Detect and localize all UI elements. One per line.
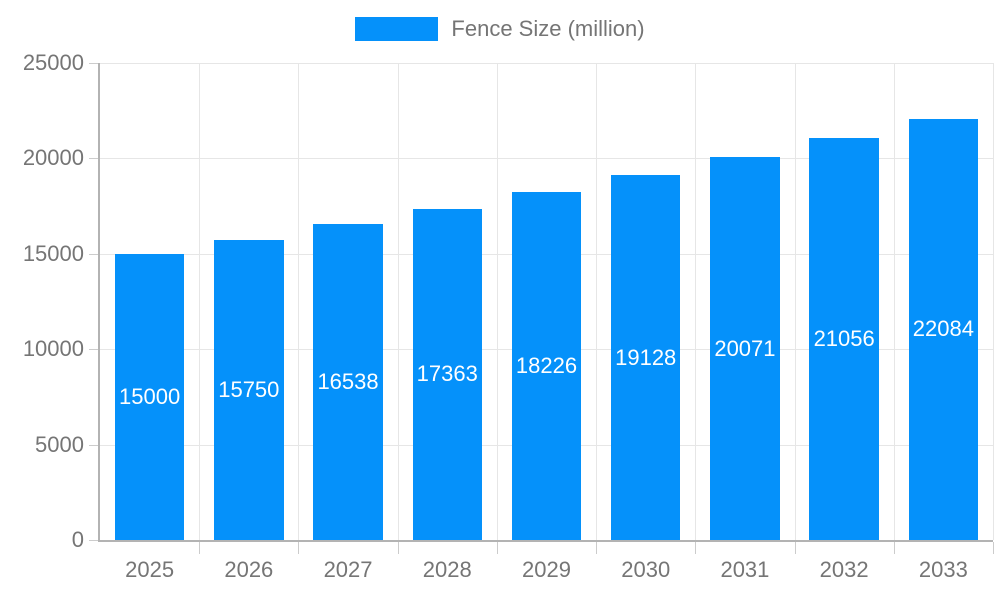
legend-swatch-icon	[355, 17, 439, 41]
x-axis-tick	[596, 542, 598, 554]
x-axis-label: 2025	[125, 557, 175, 582]
vertical-gridline	[298, 63, 300, 540]
y-axis-tick	[89, 540, 98, 541]
y-axis-label: 15000	[22, 240, 84, 266]
bar-value-label: 17363	[416, 361, 478, 387]
bar-value-label: 20071	[714, 335, 776, 361]
bar-value-label: 21056	[813, 326, 875, 352]
x-axis-tick	[496, 542, 498, 554]
x-axis-tick	[893, 542, 895, 554]
y-axis-tick	[89, 444, 98, 446]
x-axis-label: 2031	[720, 557, 770, 582]
chart-legend: Fence Size (million)	[0, 17, 1000, 41]
bar-2033[interactable]: 22084	[908, 118, 979, 540]
x-axis-line	[98, 540, 993, 542]
bar-value-label: 19128	[615, 344, 677, 370]
x-axis-label: 2030	[621, 557, 671, 582]
bar-value-label: 22084	[912, 316, 974, 342]
bar-value-label: 18226	[515, 353, 578, 379]
vertical-gridline	[397, 63, 399, 540]
vertical-gridline	[893, 63, 895, 540]
y-axis-label: 20000	[22, 145, 84, 171]
horizontal-gridline	[100, 158, 993, 160]
x-axis-label: 2026	[224, 557, 274, 582]
x-axis-label: 2028	[422, 557, 472, 582]
x-axis-label: 2029	[522, 557, 571, 582]
y-axis-tick	[89, 349, 98, 351]
legend-label: Fence Size (million)	[451, 16, 645, 41]
bar-2027[interactable]: 16538	[313, 224, 383, 540]
x-axis-label: 2033	[918, 557, 968, 582]
bar-2029[interactable]: 18226	[511, 192, 582, 540]
x-axis-tick	[794, 542, 796, 554]
bar-value-label: 15750	[218, 376, 280, 402]
bar-2025[interactable]: 15000	[114, 253, 185, 540]
x-axis-tick	[199, 542, 201, 554]
y-axis-label: 0	[71, 527, 84, 552]
x-axis-tick	[993, 542, 994, 554]
bar-2030[interactable]: 19128	[610, 175, 681, 540]
y-axis-tick	[89, 158, 98, 160]
vertical-gridline	[596, 63, 598, 540]
legend-item-fence-size[interactable]: Fence Size (million)	[355, 16, 645, 41]
x-axis-tick	[298, 542, 300, 554]
vertical-gridline	[496, 63, 498, 540]
vertical-gridline	[695, 63, 697, 540]
bar-2032[interactable]: 21056	[809, 138, 879, 540]
x-axis-label: 2027	[323, 557, 373, 582]
vertical-gridline	[794, 63, 796, 540]
x-axis-tick	[695, 542, 697, 554]
bar-2028[interactable]: 17363	[412, 208, 482, 540]
vertical-gridline	[199, 63, 201, 540]
y-axis-label: 10000	[22, 336, 84, 362]
bar-value-label: 16538	[317, 369, 379, 395]
bar-2031[interactable]: 20071	[710, 157, 780, 540]
bar-2026[interactable]: 15750	[214, 239, 284, 540]
bar-value-label: 15000	[119, 383, 181, 409]
y-axis-tick	[89, 253, 98, 255]
y-axis-label: 5000	[35, 431, 84, 457]
horizontal-gridline	[100, 63, 993, 64]
x-axis-tick	[397, 542, 399, 554]
y-axis-line	[98, 63, 100, 542]
x-axis-label: 2032	[819, 557, 869, 582]
plot-area: 0 5000 10000 15000 20000 25000 2025 15000 2026 15…	[23, 52, 994, 581]
y-axis-tick	[89, 63, 98, 64]
y-axis-label: 25000	[22, 50, 84, 75]
vertical-gridline	[993, 63, 994, 540]
